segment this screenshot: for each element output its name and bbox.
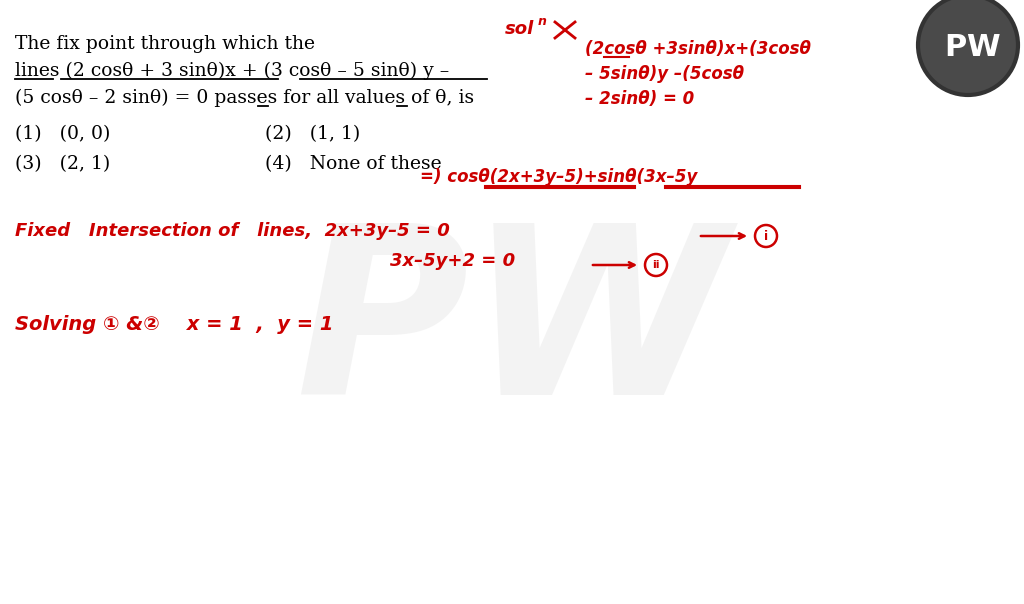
Text: (2cosθ +3sinθ)x+(3cosθ: (2cosθ +3sinθ)x+(3cosθ — [585, 40, 811, 58]
Text: (4)   None of these: (4) None of these — [265, 155, 441, 173]
Text: (1)   (0, 0): (1) (0, 0) — [15, 125, 111, 143]
Text: – 5sinθ)y –(5cosθ: – 5sinθ)y –(5cosθ — [585, 65, 744, 83]
Text: W: W — [967, 33, 999, 62]
Text: sol: sol — [505, 20, 535, 38]
Text: Fixed   Intersection of   lines,  2x+3y–5 = 0: Fixed Intersection of lines, 2x+3y–5 = 0 — [15, 222, 450, 240]
Text: n: n — [538, 15, 547, 28]
Text: The fix point through which the: The fix point through which the — [15, 35, 315, 53]
Text: (3)   (2, 1): (3) (2, 1) — [15, 155, 111, 173]
Text: (5 cosθ – 2 sinθ) = 0 passes for all values of θ, is: (5 cosθ – 2 sinθ) = 0 passes for all val… — [15, 89, 474, 108]
Circle shape — [918, 0, 1018, 95]
Text: 3x–5y+2 = 0: 3x–5y+2 = 0 — [390, 252, 515, 270]
Text: lines (2 cosθ + 3 sinθ)x + (3 cosθ – 5 sinθ) y –: lines (2 cosθ + 3 sinθ)x + (3 cosθ – 5 s… — [15, 62, 450, 80]
Text: P: P — [944, 33, 966, 62]
Text: =) cosθ(2x+3y–5)+sinθ(3x–5y: =) cosθ(2x+3y–5)+sinθ(3x–5y — [420, 168, 697, 186]
Text: PW: PW — [295, 216, 729, 444]
Text: (2)   (1, 1): (2) (1, 1) — [265, 125, 360, 143]
Text: Solving ① &②    x = 1  ,  y = 1: Solving ① &② x = 1 , y = 1 — [15, 315, 334, 334]
Text: i: i — [764, 230, 768, 242]
Text: ii: ii — [652, 260, 659, 270]
Text: – 2sinθ) = 0: – 2sinθ) = 0 — [585, 90, 694, 108]
